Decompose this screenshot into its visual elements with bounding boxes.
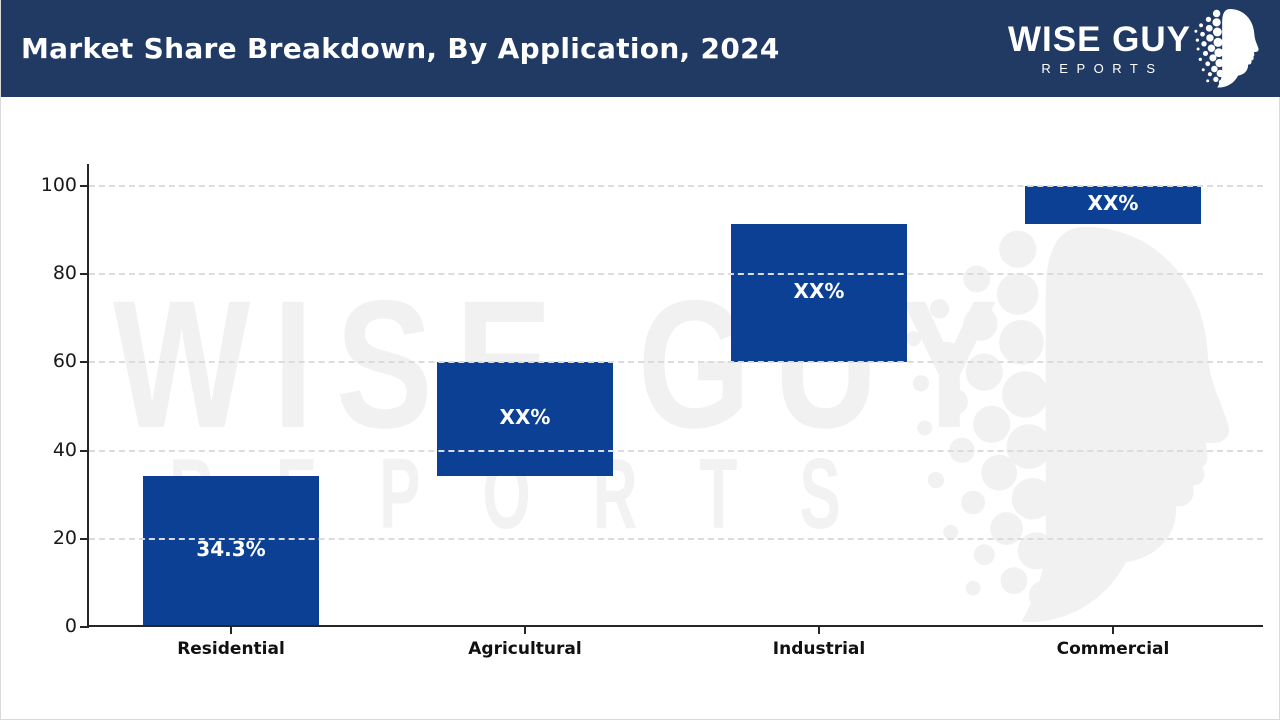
bar-industrial xyxy=(731,223,907,363)
bar-value-label: XX% xyxy=(793,279,845,304)
x-category-label-industrial: Industrial xyxy=(772,639,866,659)
x-tick-mark xyxy=(230,627,232,634)
x-axis-spine xyxy=(87,625,1263,627)
y-tick-mark xyxy=(80,185,89,187)
header-bar: Market Share Breakdown, By Application, … xyxy=(1,0,1280,97)
bar-agricultural xyxy=(437,362,613,476)
gridline-40 xyxy=(89,449,1263,452)
y-tick-mark xyxy=(80,537,89,540)
bar-residential xyxy=(143,475,319,627)
x-category-label-commercial: Commercial xyxy=(1056,639,1170,659)
bar-value-label: 34.3% xyxy=(196,537,266,562)
y-tick-label: 100 xyxy=(40,174,77,196)
y-tick-label: 0 xyxy=(64,615,77,637)
x-tick-mark xyxy=(524,627,526,634)
gridline-60 xyxy=(89,361,1263,364)
x-category-label-residential: Residential xyxy=(177,639,285,659)
bar-commercial xyxy=(1025,186,1201,224)
chart-title: Market Share Breakdown, By Application, … xyxy=(21,32,780,65)
wise-guy-logo: WISE GUY REPORTS xyxy=(1008,5,1261,93)
y-tick-mark xyxy=(80,361,89,364)
bar-value-label: XX% xyxy=(499,405,551,430)
dotted-head-icon xyxy=(1187,5,1261,93)
x-category-label-agricultural: Agricultural xyxy=(468,639,582,659)
y-tick-label: 20 xyxy=(52,526,77,549)
y-tick-mark xyxy=(80,626,89,628)
gridline-100 xyxy=(89,185,1263,187)
y-tick-label: 60 xyxy=(52,350,77,373)
y-tick-mark xyxy=(80,449,89,452)
gridline-80 xyxy=(89,273,1263,276)
y-tick-mark xyxy=(80,273,89,276)
logo-wordmark: WISE GUY xyxy=(1007,19,1191,59)
y-tick-label: 80 xyxy=(52,262,77,285)
y-tick-label: 40 xyxy=(52,438,77,461)
y-axis-spine xyxy=(87,164,89,627)
x-tick-mark xyxy=(1112,627,1114,634)
logo-subtext: REPORTS xyxy=(1041,60,1164,76)
gridline-20 xyxy=(89,537,1263,540)
bar-value-label: XX% xyxy=(1087,190,1139,215)
x-tick-mark xyxy=(818,627,820,634)
logo-text: WISE GUY REPORTS xyxy=(1008,22,1191,76)
